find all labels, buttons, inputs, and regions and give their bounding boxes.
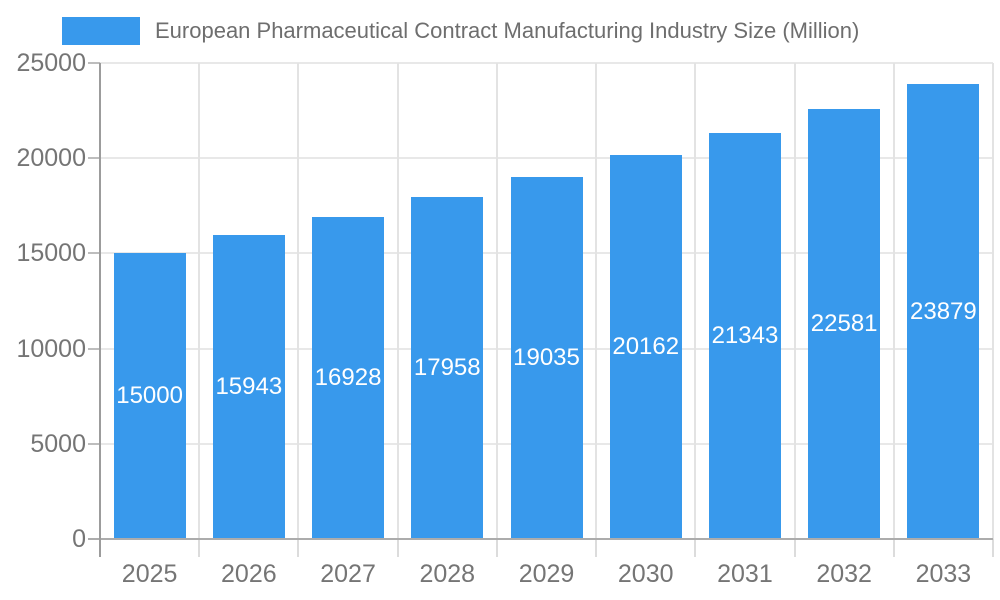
chart-legend: European Pharmaceutical Contract Manufac… (62, 17, 859, 45)
x-axis-label: 2026 (221, 560, 277, 588)
x-axis-label: 2031 (717, 560, 773, 588)
y-axis-label: 25000 (16, 49, 86, 77)
x-axis-tick (396, 539, 399, 557)
y-axis-line (99, 63, 101, 557)
bar-2031: 21343 (708, 132, 781, 539)
x-axis-tick (992, 539, 994, 557)
x-axis-tick (495, 539, 498, 557)
x-axis-label: 2029 (518, 560, 575, 588)
y-gridline (100, 62, 993, 64)
y-axis-label: 15000 (16, 239, 86, 268)
x-axis-label: 2025 (121, 560, 178, 588)
bar-2027: 16928 (312, 216, 385, 539)
bar-value-label: 23879 (910, 297, 977, 325)
bar-2028: 17958 (411, 197, 484, 539)
chart-title: European Pharmaceutical Contract Manufac… (155, 18, 860, 43)
bar-2032: 22581 (808, 109, 881, 539)
x-gridline (892, 63, 895, 539)
x-axis-tick (297, 539, 300, 557)
bar-2029: 19035 (510, 176, 583, 539)
x-axis-tick (892, 539, 895, 557)
y-axis-tick (88, 252, 100, 255)
y-axis-tick (88, 62, 100, 64)
y-axis-label: 10000 (16, 334, 86, 363)
bar-value-label: 20162 (612, 333, 680, 361)
x-gridline (793, 63, 796, 539)
bar-value-label: 21343 (711, 321, 779, 349)
x-axis-label: 2030 (617, 560, 674, 588)
x-gridline (198, 63, 201, 539)
bar-value-label: 16928 (314, 363, 382, 391)
x-axis-tick (198, 539, 201, 557)
y-axis-tick (88, 442, 100, 445)
x-axis-label: 2032 (816, 560, 872, 588)
x-axis-label: 2028 (419, 560, 476, 588)
bar-value-label: 15000 (116, 382, 183, 410)
bar-value-label: 15943 (215, 373, 283, 401)
bar-value-label: 22581 (810, 310, 878, 338)
legend-color-swatch-icon (62, 17, 140, 45)
y-axis-label: 0 (72, 525, 86, 553)
bar-value-label: 17958 (413, 354, 481, 382)
x-gridline (992, 63, 994, 539)
y-axis-tick (88, 347, 100, 350)
bar-2026: 15943 (212, 235, 285, 539)
x-axis-tick (694, 539, 697, 557)
x-gridline (495, 63, 498, 539)
x-gridline (297, 63, 300, 539)
x-gridline (694, 63, 697, 539)
y-axis-label: 5000 (30, 429, 86, 458)
x-axis-tick (595, 539, 598, 557)
x-axis-label: 2027 (320, 560, 376, 588)
x-axis-tick (793, 539, 796, 557)
bar-2030: 20162 (609, 155, 682, 539)
y-axis-label: 20000 (16, 144, 86, 173)
x-axis-label: 2033 (915, 560, 972, 588)
bar-value-label: 19035 (513, 343, 580, 371)
y-axis-tick (88, 157, 100, 160)
y-gridline (100, 157, 993, 160)
bar-2025: 15000 (113, 253, 186, 539)
x-gridline (396, 63, 399, 539)
x-axis-baseline (88, 538, 993, 540)
bar-2033: 23879 (907, 84, 980, 539)
x-gridline (595, 63, 598, 539)
